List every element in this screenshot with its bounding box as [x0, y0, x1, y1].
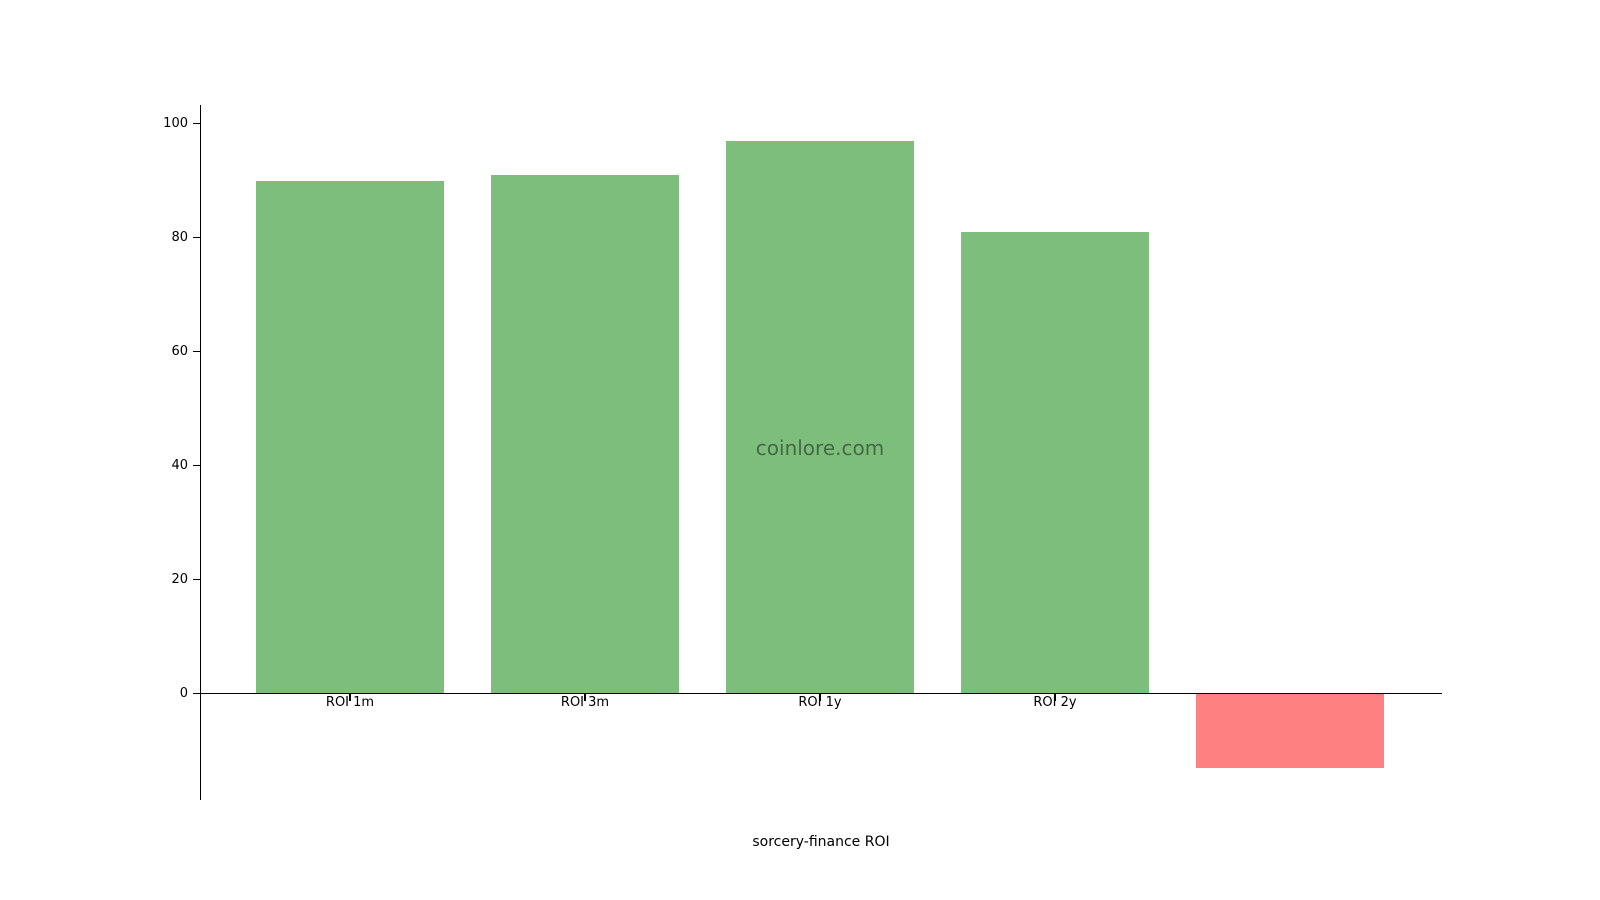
y-tick-label: 0 [179, 686, 188, 701]
y-tick-label: 20 [171, 572, 188, 587]
x-tick-label: ROI 2y [1033, 695, 1077, 710]
y-tick [192, 350, 200, 353]
x-tick [819, 694, 821, 702]
x-tick-label: ROI 1y [798, 695, 842, 710]
x-tick [349, 694, 351, 702]
x-tick-label: ROI 1m [325, 695, 375, 710]
chart-title: sorcery-finance ROI [752, 834, 890, 850]
y-tick [192, 236, 200, 239]
y-tick [192, 692, 200, 695]
y-tick-label: 60 [171, 344, 188, 359]
x-tick [584, 694, 586, 702]
bar [1196, 693, 1384, 768]
bar [256, 180, 444, 694]
y-tick [192, 464, 200, 467]
x-tick [1054, 694, 1056, 702]
bar [491, 174, 679, 694]
y-tick-label: 80 [171, 230, 188, 245]
bar [961, 231, 1149, 694]
x-axis-line [199, 692, 1442, 695]
bar [726, 140, 914, 694]
y-tick [192, 122, 200, 125]
x-tick-label: ROI 3m [560, 695, 610, 710]
y-tick-label: 100 [163, 116, 188, 131]
y-axis-line [199, 105, 201, 800]
y-tick-label: 40 [171, 458, 188, 473]
watermark: coinlore.com [755, 436, 885, 460]
y-tick [192, 578, 200, 581]
